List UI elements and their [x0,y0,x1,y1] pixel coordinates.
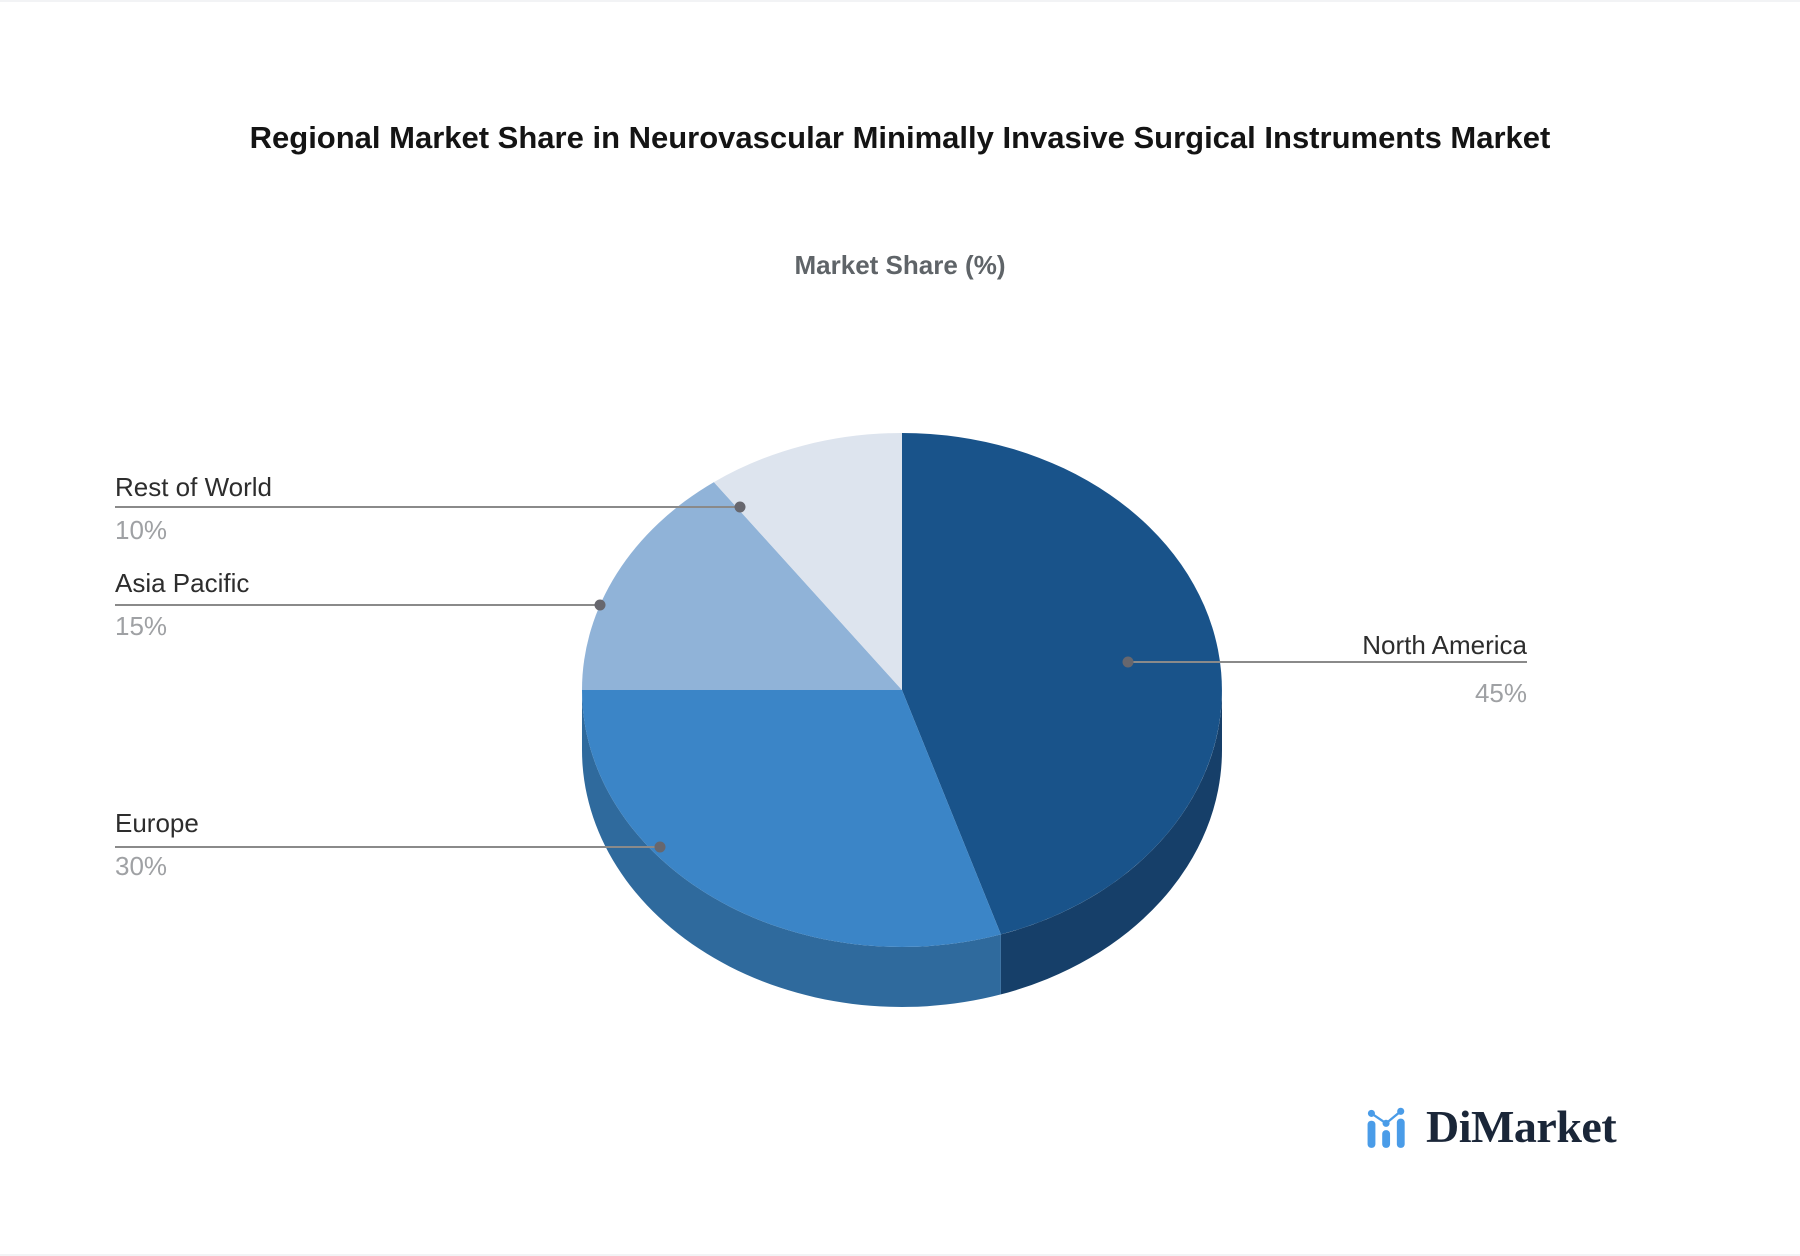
slice-label-rest-of-world: Rest of World 10% [115,474,675,543]
pie-slice-side-north-america [1000,690,1222,995]
slice-percent: 10% [115,515,168,545]
pie-slice-side-europe [582,690,1001,1007]
bar-line-chart-icon [1367,1107,1405,1148]
slice-name: North America [1362,630,1527,660]
label-connector-dot [654,841,666,853]
slice-label-asia-pacific: Asia Pacific 15% [115,570,675,639]
pie-slice-europe[interactable] [582,690,1001,947]
slice-label-north-america: North America 45% [967,632,1527,706]
pie-slice-north-america[interactable] [902,433,1222,935]
slice-name: Rest of World [115,472,273,502]
logo-text: DiMarket [1426,1101,1617,1152]
dimarket-logo: DiMarket [1366,1100,1617,1153]
label-connector-dot [1122,656,1134,668]
pie-slice-asia-pacific[interactable] [582,482,902,690]
chart-subtitle: Market Share (%) [794,250,1006,280]
label-connector-dot [594,599,606,611]
slice-label-europe: Europe 30% [115,810,675,879]
pie-slice-rest-of-world[interactable] [713,433,902,690]
label-connector-dot [734,501,746,513]
slice-name: Europe [115,808,199,838]
chart-title: Regional Market Share in Neurovascular M… [249,120,1551,155]
slice-percent: 15% [115,611,168,641]
slice-percent: 30% [115,851,168,881]
slice-name: Asia Pacific [115,568,250,598]
slice-percent: 45% [1474,678,1527,708]
